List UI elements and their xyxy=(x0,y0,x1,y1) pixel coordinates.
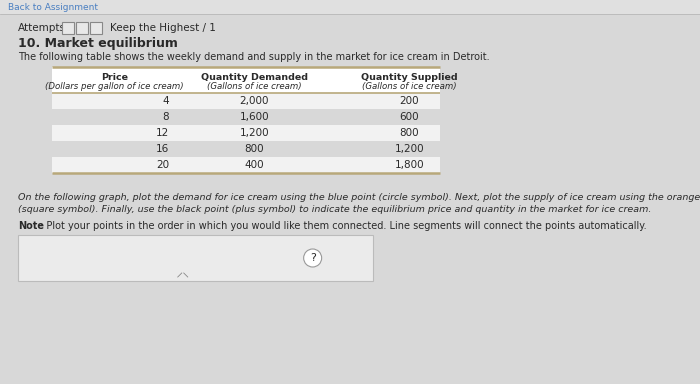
Text: (Dollars per gallon of ice cream): (Dollars per gallon of ice cream) xyxy=(46,82,184,91)
Text: ?: ? xyxy=(309,253,316,263)
Text: 600: 600 xyxy=(400,112,419,122)
Text: Back to Assignment: Back to Assignment xyxy=(8,3,98,12)
Text: 8: 8 xyxy=(162,112,169,122)
Text: (Gallons of ice cream): (Gallons of ice cream) xyxy=(207,82,302,91)
Text: (square symbol). Finally, use the black point (plus symbol) to indicate the equi: (square symbol). Finally, use the black … xyxy=(18,205,652,214)
Bar xyxy=(62,22,74,34)
Bar xyxy=(52,93,440,109)
Text: 1,800: 1,800 xyxy=(395,160,424,170)
Bar xyxy=(90,22,102,34)
Text: Price: Price xyxy=(101,73,128,82)
Text: 800: 800 xyxy=(245,144,265,154)
Text: Note: Note xyxy=(18,221,44,231)
Bar xyxy=(52,125,440,141)
Bar xyxy=(0,0,700,14)
Text: 400: 400 xyxy=(245,160,265,170)
Text: 800: 800 xyxy=(400,128,419,138)
Text: 20: 20 xyxy=(156,160,169,170)
Text: Attempts: Attempts xyxy=(18,23,66,33)
Bar xyxy=(76,22,88,34)
Bar xyxy=(18,235,373,281)
Text: 200: 200 xyxy=(400,96,419,106)
Text: (Gallons of ice cream): (Gallons of ice cream) xyxy=(362,82,457,91)
Text: 1,600: 1,600 xyxy=(239,112,270,122)
Text: : Plot your points in the order in which you would like them connected. Line seg: : Plot your points in the order in which… xyxy=(40,221,647,231)
Text: 4: 4 xyxy=(162,96,169,106)
Text: Quantity Demanded: Quantity Demanded xyxy=(201,73,308,82)
Text: On the following graph, plot the demand for ice cream using the blue point (circ: On the following graph, plot the demand … xyxy=(18,193,700,202)
Text: 16: 16 xyxy=(155,144,169,154)
Text: Keep the Highest / 1: Keep the Highest / 1 xyxy=(110,23,216,33)
Text: 1,200: 1,200 xyxy=(395,144,424,154)
Text: 2,000: 2,000 xyxy=(239,96,270,106)
Circle shape xyxy=(304,249,321,267)
Text: Quantity Supplied: Quantity Supplied xyxy=(361,73,458,82)
Bar xyxy=(52,67,440,173)
Bar xyxy=(52,141,440,157)
Bar xyxy=(52,109,440,125)
Text: The following table shows the weekly demand and supply in the market for ice cre: The following table shows the weekly dem… xyxy=(18,52,489,62)
Text: 10. Market equilibrium: 10. Market equilibrium xyxy=(18,38,178,51)
Text: 12: 12 xyxy=(155,128,169,138)
Bar xyxy=(52,157,440,173)
Text: 1,200: 1,200 xyxy=(239,128,270,138)
